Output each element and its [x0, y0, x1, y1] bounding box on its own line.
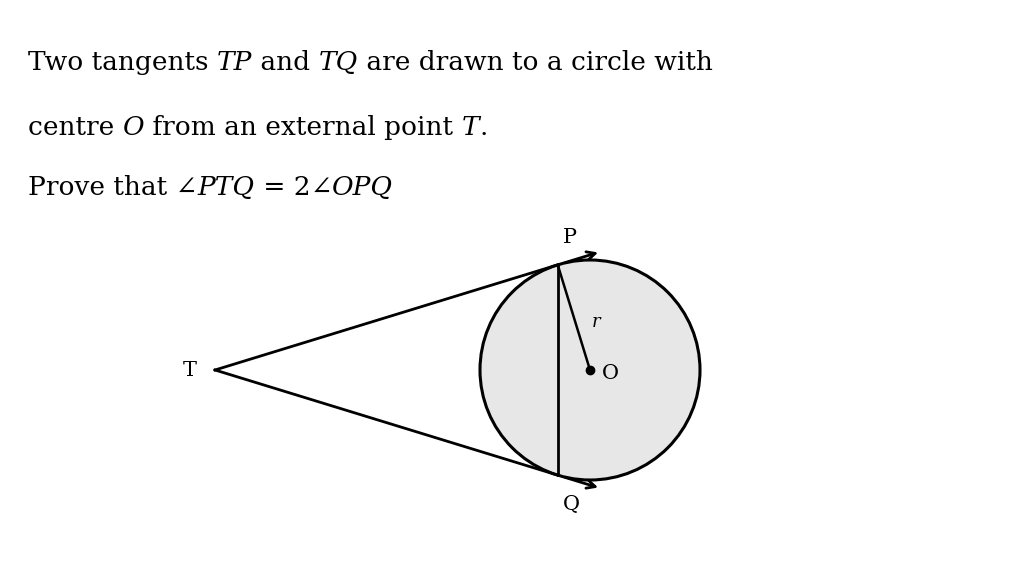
- Text: Two tangents: Two tangents: [28, 50, 217, 75]
- Text: Prove that ∠: Prove that ∠: [28, 175, 198, 200]
- Text: Q: Q: [563, 495, 580, 514]
- Text: TQ: TQ: [318, 50, 357, 75]
- Text: from an external point: from an external point: [144, 115, 462, 140]
- Text: O: O: [123, 115, 144, 140]
- Text: T: T: [183, 361, 197, 379]
- Text: T: T: [462, 115, 479, 140]
- Text: P: P: [563, 228, 577, 247]
- Circle shape: [480, 260, 700, 480]
- Text: .: .: [479, 115, 487, 140]
- Text: = 2∠: = 2∠: [255, 175, 333, 200]
- Text: are drawn to a circle with: are drawn to a circle with: [357, 50, 713, 75]
- Text: and: and: [252, 50, 318, 75]
- Text: OPQ: OPQ: [333, 175, 393, 200]
- Text: TP: TP: [217, 50, 252, 75]
- Text: PTQ: PTQ: [198, 175, 255, 200]
- Text: r: r: [592, 314, 600, 332]
- Text: O: O: [602, 364, 618, 383]
- Text: centre: centre: [28, 115, 123, 140]
